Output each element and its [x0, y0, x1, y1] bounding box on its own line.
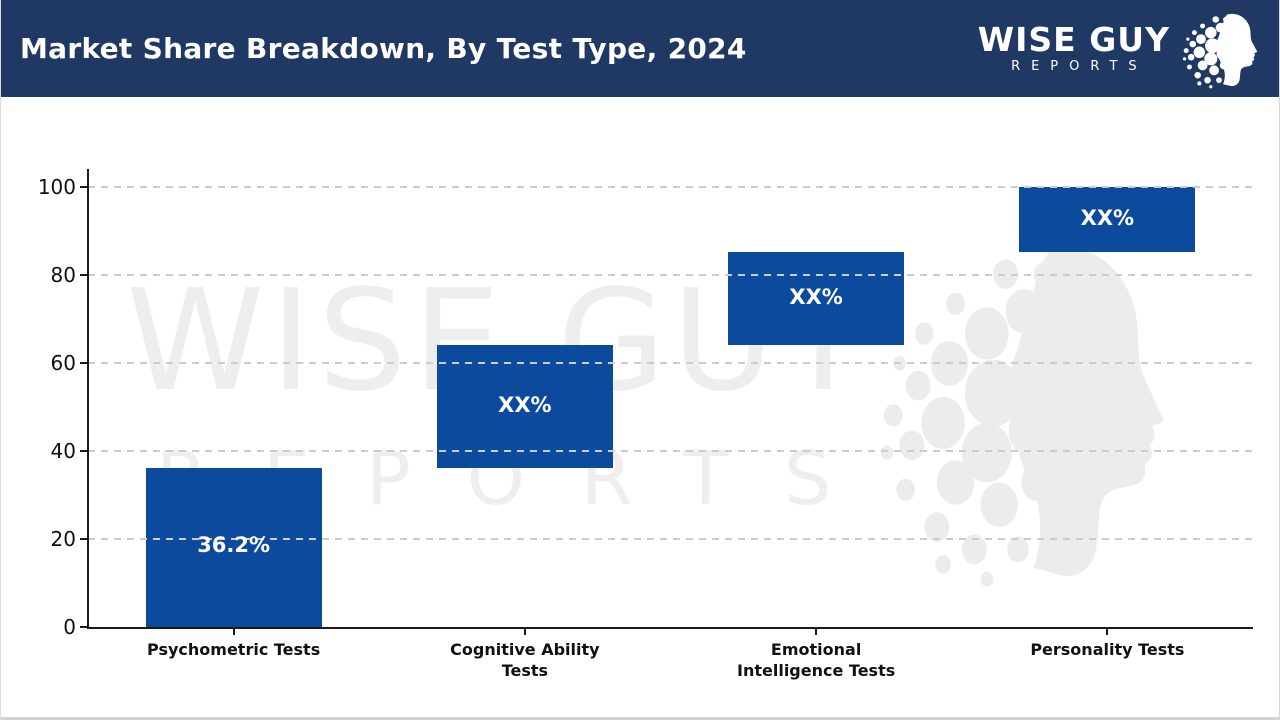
gridline	[88, 186, 1253, 188]
x-tick-mark	[523, 627, 526, 635]
x-tick-mark	[232, 627, 235, 635]
y-tick-mark	[80, 362, 88, 364]
y-tick-label: 0	[63, 615, 76, 639]
x-tick-mark	[815, 627, 818, 635]
x-tick-label: Psychometric Tests	[147, 640, 321, 659]
y-tick-mark	[80, 626, 88, 628]
y-tick-mark	[80, 450, 88, 452]
y-tick-label: 80	[50, 263, 76, 287]
bar	[436, 345, 613, 468]
brand-logo-text: WISE GUY REPORTS	[977, 20, 1170, 75]
y-tick-label: 20	[50, 527, 76, 551]
bar-value-label: XX%	[1080, 205, 1135, 230]
y-axis-spine	[87, 169, 89, 629]
header-bar: Market Share Breakdown, By Test Type, 20…	[0, 0, 1280, 97]
x-tick-label: Cognitive Ability Tests	[450, 640, 600, 680]
gridline	[88, 362, 1253, 364]
gridline	[88, 274, 1253, 276]
y-tick-label: 100	[37, 175, 76, 199]
gridline	[88, 450, 1253, 452]
logo-head-icon	[1182, 13, 1258, 88]
x-axis-spine	[87, 627, 1253, 629]
y-tick-mark	[80, 274, 88, 276]
y-tick-mark	[80, 538, 88, 540]
bar-value-label: XX%	[789, 284, 843, 309]
x-tick-label: Emotional Intelligence Tests	[737, 640, 896, 680]
brand-name: WISE GUY	[977, 20, 1170, 59]
x-tick-mark	[1106, 627, 1109, 635]
bar	[1019, 187, 1196, 253]
y-tick-label: 60	[50, 351, 76, 375]
chart-title: Market Share Breakdown, By Test Type, 20…	[20, 32, 747, 65]
x-tick-label: Personality Tests	[1030, 640, 1185, 659]
bar	[728, 252, 905, 346]
bar-value-label: XX%	[498, 392, 552, 417]
bar-value-label: 36.2%	[197, 533, 271, 558]
brand-subtitle: REPORTS	[1011, 59, 1148, 74]
bar	[145, 467, 322, 627]
brand-logo: WISE GUY REPORTS	[978, 8, 1280, 90]
gridline	[88, 538, 1253, 540]
y-tick-mark	[80, 186, 88, 188]
y-tick-label: 40	[50, 439, 76, 463]
